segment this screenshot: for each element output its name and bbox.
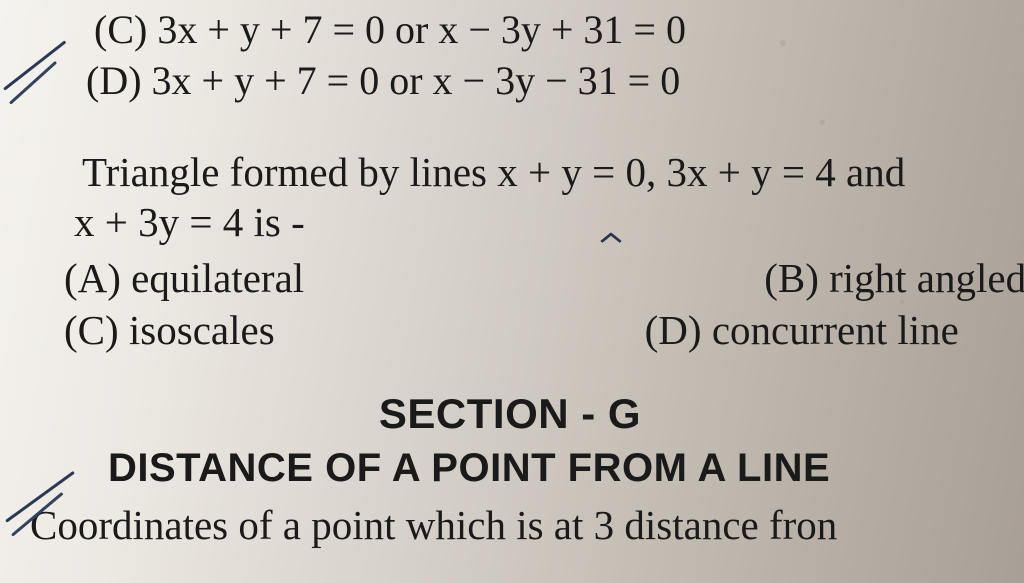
option-d: (D) concurrent line	[645, 306, 959, 354]
paper-speck	[820, 120, 825, 125]
prev-option-c: (C) 3x + y + 7 = 0 or x − 3y + 31 = 0	[94, 6, 996, 53]
option-b: (B) right angled	[764, 254, 1024, 302]
section-label: SECTION - G	[24, 390, 996, 438]
option-a: (A) equilateral	[64, 254, 304, 302]
option-row-2: (C) isoscales (D) concurrent line	[64, 306, 996, 354]
question-line-2: x + 3y = 4 is -	[74, 198, 996, 246]
paper-speck	[780, 40, 786, 46]
question-line-1: Triangle formed by lines x + y = 0, 3x +…	[82, 148, 996, 196]
section-title: DISTANCE OF A POINT FROM A LINE	[108, 446, 996, 491]
next-question-fragment: Coordinates of a point which is at 3 dis…	[30, 501, 996, 549]
prev-option-d: (D) 3x + y + 7 = 0 or x − 3y − 31 = 0	[86, 57, 996, 104]
option-c: (C) isoscales	[64, 306, 275, 354]
option-row-1: (A) equilateral (B) right angled	[64, 254, 996, 302]
paper-speck	[900, 300, 904, 304]
